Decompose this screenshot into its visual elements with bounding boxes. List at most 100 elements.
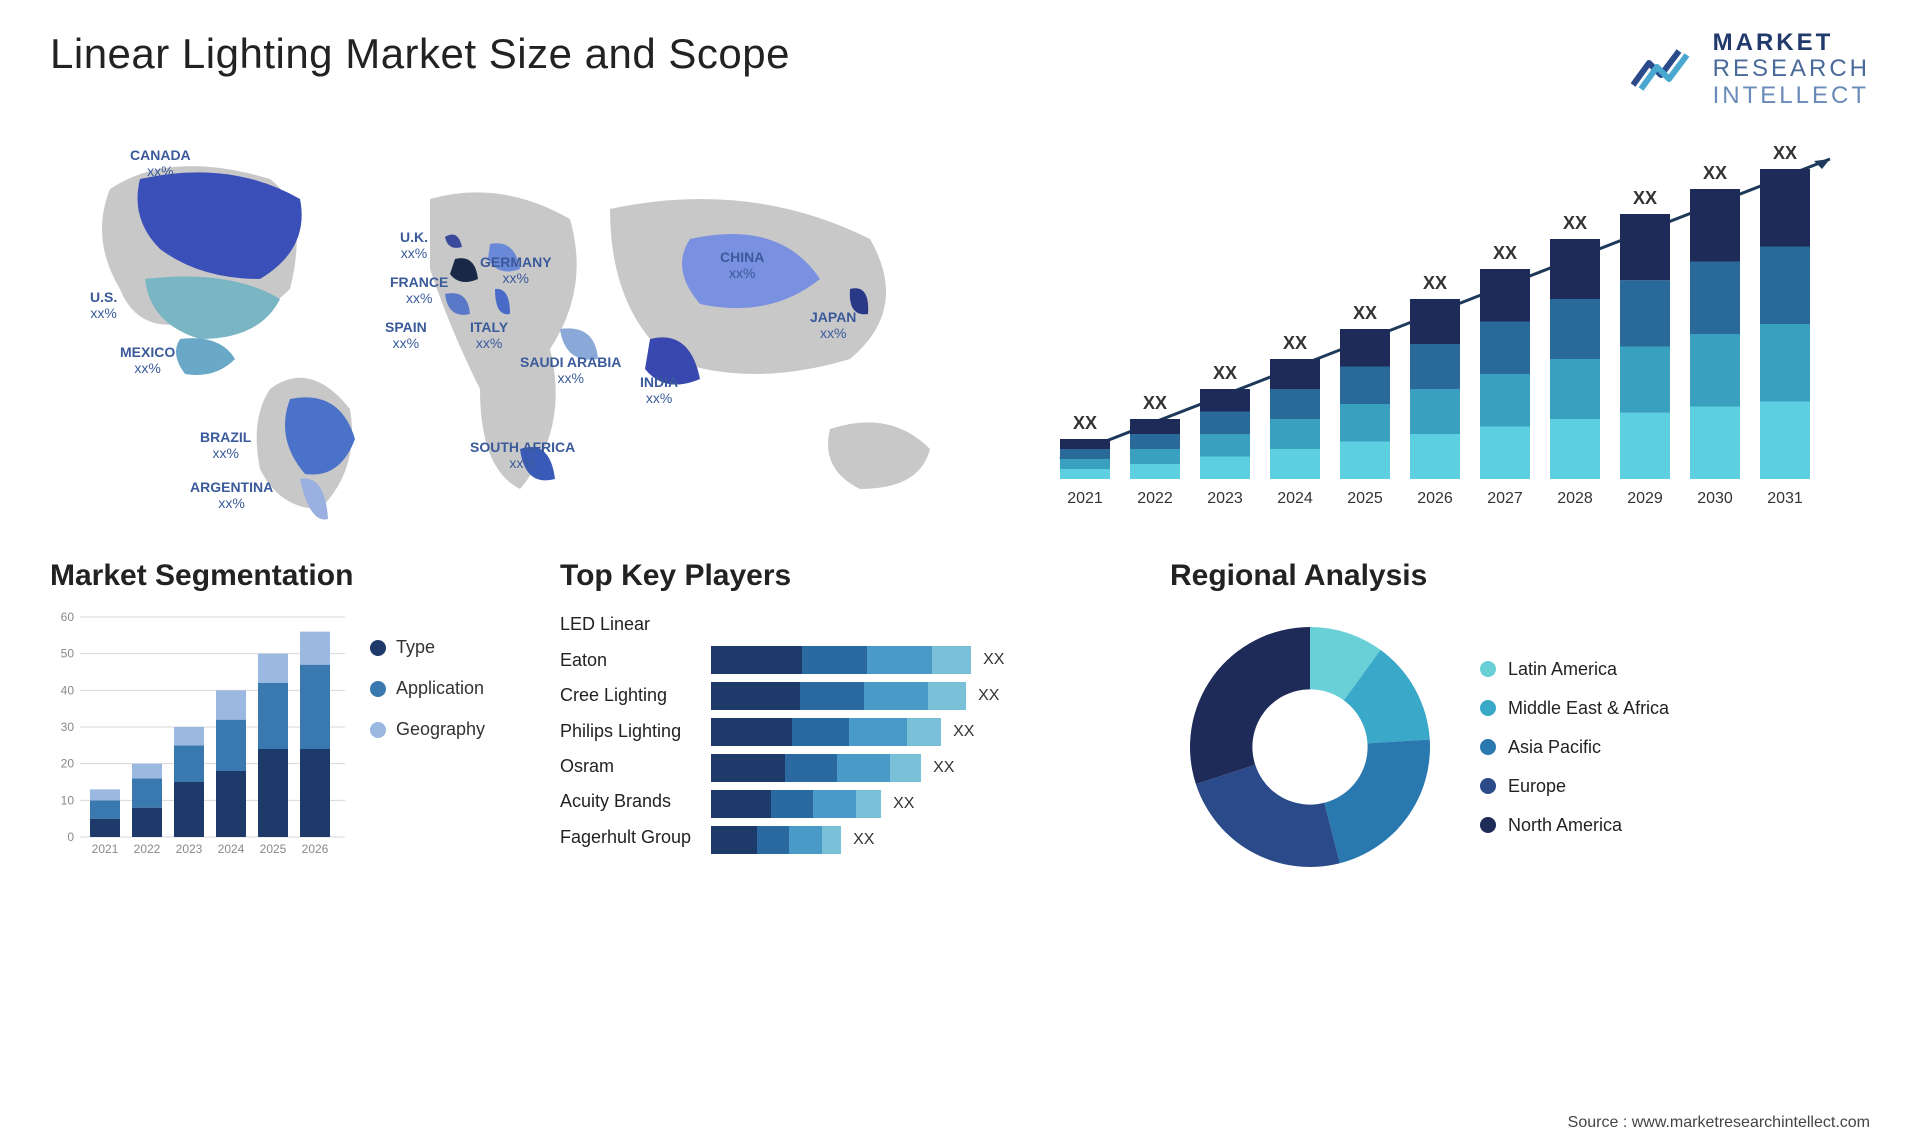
segmentation-panel: Market Segmentation 0 10 20 30 40 50 60 2021 202… <box>50 559 530 887</box>
player-value: XX <box>893 795 914 813</box>
svg-text:0: 0 <box>67 830 74 844</box>
player-bar-seg <box>932 646 971 674</box>
logo-icon <box>1631 45 1701 95</box>
player-value: XX <box>933 759 954 777</box>
seg-legend-item: Application <box>370 678 485 699</box>
map-label-mexico: MEXICOxx% <box>120 344 175 376</box>
svg-text:50: 50 <box>61 647 75 661</box>
player-bar <box>711 646 971 674</box>
player-bar-row: XX <box>711 825 1140 855</box>
logo-line1: MARKET <box>1713 30 1870 56</box>
player-bar-row: XX <box>711 681 1140 711</box>
svg-text:2023: 2023 <box>176 842 203 856</box>
player-bar-seg <box>711 790 771 818</box>
segmentation-title: Market Segmentation <box>50 559 530 593</box>
player-bar-seg <box>822 826 842 854</box>
key-players-panel: Top Key Players LED LinearEatonCree Ligh… <box>560 559 1140 887</box>
region-legend-item: Europe <box>1480 776 1669 797</box>
svg-text:2025: 2025 <box>1347 490 1383 507</box>
player-bar-seg <box>856 790 882 818</box>
map-label-france: FRANCExx% <box>390 274 448 306</box>
player-bar-seg <box>928 682 966 710</box>
player-bar-seg <box>890 754 922 782</box>
svg-text:2024: 2024 <box>218 842 245 856</box>
bottom-row: Market Segmentation 0 10 20 30 40 50 60 2021 202… <box>50 559 1870 887</box>
map-label-japan: JAPANxx% <box>810 309 856 341</box>
legend-swatch <box>370 722 386 738</box>
regional-panel: Regional Analysis Latin AmericaMiddle Ea… <box>1170 559 1870 887</box>
player-bar-seg <box>867 646 932 674</box>
svg-text:2021: 2021 <box>92 842 119 856</box>
svg-text:2023: 2023 <box>1207 490 1243 507</box>
svg-text:2024: 2024 <box>1277 490 1313 507</box>
players-labels: LED LinearEatonCree LightingPhilips Ligh… <box>560 607 691 855</box>
svg-text:2026: 2026 <box>1417 490 1453 507</box>
player-bar-seg <box>800 682 864 710</box>
segmentation-chart: 0102030405060202120222023202420252026 <box>50 607 350 867</box>
player-value: XX <box>978 687 999 705</box>
map-label-china: CHINAxx% <box>720 249 764 281</box>
map-label-brazil: BRAZILxx% <box>200 429 251 461</box>
forecast-chart: XX2021XX2022XX2023XX2024XX2025XX2026XX20… <box>1010 129 1870 529</box>
legend-label: Type <box>396 637 435 658</box>
player-value: XX <box>853 831 874 849</box>
logo-line3: INTELLECT <box>1713 83 1870 109</box>
player-bar <box>711 826 841 854</box>
svg-text:XX: XX <box>1703 163 1727 183</box>
legend-swatch <box>1480 817 1496 833</box>
svg-text:2030: 2030 <box>1697 490 1733 507</box>
svg-text:2031: 2031 <box>1767 490 1803 507</box>
player-bar-row: XX <box>711 645 1140 675</box>
logo-line2: RESEARCH <box>1713 56 1870 82</box>
map-label-south-africa: SOUTH AFRICAxx% <box>470 439 575 471</box>
legend-label: Asia Pacific <box>1508 737 1601 758</box>
player-label: Acuity Brands <box>560 787 691 817</box>
svg-text:XX: XX <box>1633 188 1657 208</box>
svg-text:30: 30 <box>61 720 75 734</box>
regional-title: Regional Analysis <box>1170 559 1870 593</box>
map-label-argentina: ARGENTINAxx% <box>190 479 273 511</box>
player-label: Fagerhult Group <box>560 822 691 852</box>
player-value: XX <box>983 651 1004 669</box>
map-label-india: INDIAxx% <box>640 374 678 406</box>
player-bar-seg <box>907 718 942 746</box>
regional-legend: Latin AmericaMiddle East & AfricaAsia Pa… <box>1480 659 1669 836</box>
player-label: Osram <box>560 752 691 782</box>
legend-label: Application <box>396 678 484 699</box>
player-label: Cree Lighting <box>560 681 691 711</box>
player-bar <box>711 754 921 782</box>
svg-text:40: 40 <box>61 684 75 698</box>
legend-swatch <box>1480 661 1496 677</box>
seg-legend-item: Type <box>370 637 485 658</box>
svg-text:60: 60 <box>61 610 75 624</box>
svg-text:2029: 2029 <box>1627 490 1663 507</box>
svg-text:XX: XX <box>1213 363 1237 383</box>
region-legend-item: North America <box>1480 815 1669 836</box>
player-bar-seg <box>802 646 867 674</box>
map-label-italy: ITALYxx% <box>470 319 508 351</box>
svg-text:XX: XX <box>1143 393 1167 413</box>
legend-swatch <box>1480 739 1496 755</box>
legend-swatch <box>1480 700 1496 716</box>
players-bars: XXXXXXXXXXXX <box>711 607 1140 855</box>
player-bar-row: XX <box>711 789 1140 819</box>
player-value: XX <box>953 723 974 741</box>
svg-text:10: 10 <box>61 794 75 808</box>
player-bar-seg <box>864 682 928 710</box>
map-label-spain: SPAINxx% <box>385 319 427 351</box>
map-label-u-k-: U.K.xx% <box>400 229 428 261</box>
svg-text:XX: XX <box>1353 303 1377 323</box>
player-bar-row: XX <box>711 753 1140 783</box>
svg-text:XX: XX <box>1073 413 1097 433</box>
legend-swatch <box>1480 778 1496 794</box>
svg-text:2028: 2028 <box>1557 490 1593 507</box>
region-legend-item: Asia Pacific <box>1480 737 1669 758</box>
player-bar-seg <box>849 718 907 746</box>
player-bar <box>711 790 881 818</box>
map-label-canada: CANADAxx% <box>130 147 191 179</box>
player-label: Philips Lighting <box>560 716 691 746</box>
player-bar <box>711 682 966 710</box>
source-attribution: Source : www.marketresearchintellect.com <box>1568 1114 1870 1132</box>
svg-text:20: 20 <box>61 757 75 771</box>
player-bar-row: XX <box>711 717 1140 747</box>
